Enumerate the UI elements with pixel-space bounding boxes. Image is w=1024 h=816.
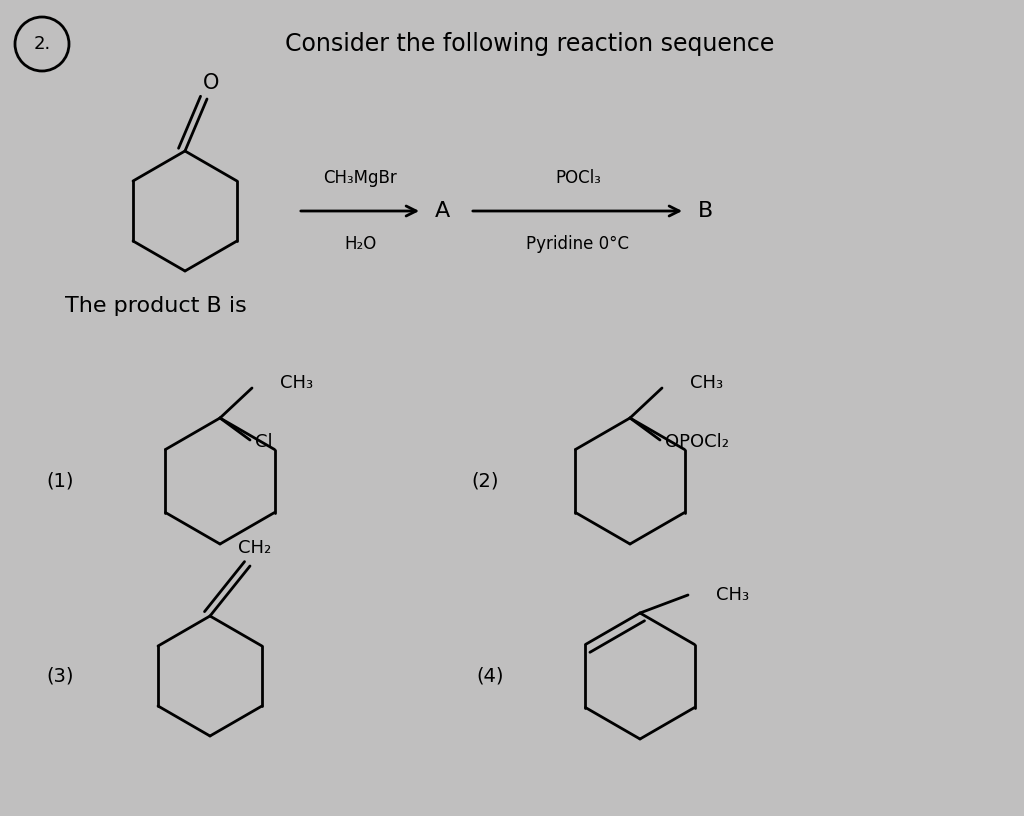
Text: A: A — [434, 201, 450, 221]
Text: OPOCl₂: OPOCl₂ — [665, 433, 729, 451]
Text: O: O — [203, 73, 219, 93]
Text: Consider the following reaction sequence: Consider the following reaction sequence — [286, 32, 775, 56]
Text: H₂O: H₂O — [344, 235, 376, 253]
Text: 2.: 2. — [34, 35, 50, 53]
Text: CH₃MgBr: CH₃MgBr — [324, 169, 397, 187]
Text: (1): (1) — [46, 472, 74, 490]
Text: CH₃: CH₃ — [716, 586, 750, 604]
Text: CH₃: CH₃ — [280, 374, 313, 392]
Text: CH₂: CH₂ — [239, 539, 271, 557]
Text: POCl₃: POCl₃ — [555, 169, 601, 187]
Text: CH₃: CH₃ — [690, 374, 723, 392]
Text: (4): (4) — [476, 667, 504, 685]
Text: Cl: Cl — [255, 433, 272, 451]
Text: The product B is: The product B is — [65, 296, 247, 316]
Text: B: B — [697, 201, 713, 221]
Text: Pyridine 0°C: Pyridine 0°C — [526, 235, 630, 253]
Text: (2): (2) — [471, 472, 499, 490]
Text: (3): (3) — [46, 667, 74, 685]
